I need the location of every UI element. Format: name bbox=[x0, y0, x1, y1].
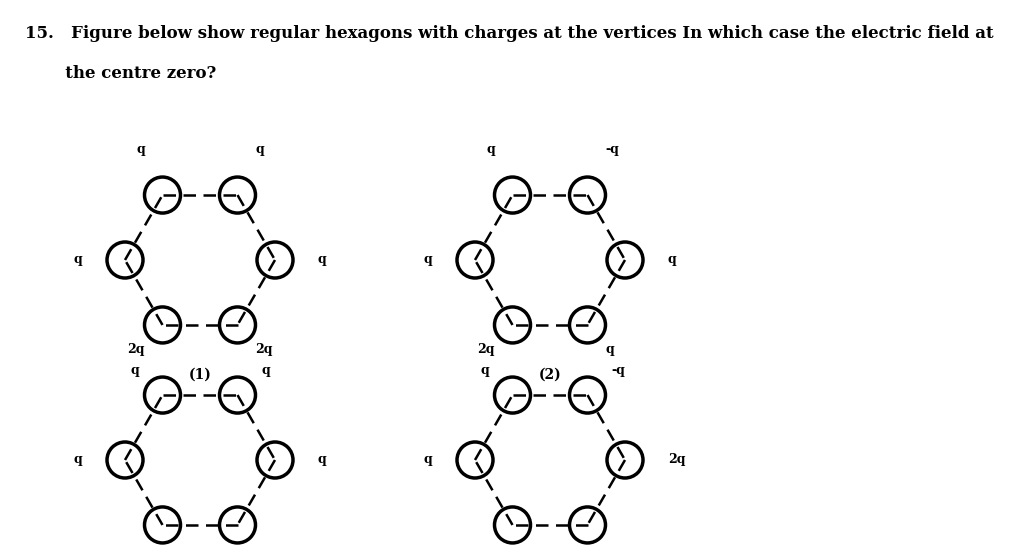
Text: (1): (1) bbox=[188, 368, 211, 382]
Text: q: q bbox=[255, 143, 264, 156]
Text: q: q bbox=[74, 254, 82, 267]
Text: 2q: 2q bbox=[477, 343, 495, 356]
Text: 15.   Figure below show regular hexagons with charges at the vertices In which c: 15. Figure below show regular hexagons w… bbox=[25, 25, 993, 42]
Text: q: q bbox=[130, 364, 139, 377]
Text: 2q: 2q bbox=[255, 343, 272, 356]
Text: q: q bbox=[318, 454, 327, 466]
Text: q: q bbox=[74, 454, 82, 466]
Text: (2): (2) bbox=[539, 368, 561, 382]
Text: q: q bbox=[261, 364, 269, 377]
Text: 2q: 2q bbox=[668, 454, 685, 466]
Text: q: q bbox=[318, 254, 327, 267]
Text: the centre zero?: the centre zero? bbox=[25, 65, 216, 82]
Text: q: q bbox=[668, 254, 677, 267]
Text: q: q bbox=[486, 143, 495, 156]
Text: q: q bbox=[423, 454, 432, 466]
Text: q: q bbox=[480, 364, 489, 377]
Text: -q: -q bbox=[605, 143, 618, 156]
Text: q: q bbox=[605, 343, 613, 356]
Text: -q: -q bbox=[611, 364, 625, 377]
Text: q: q bbox=[423, 254, 432, 267]
Text: q: q bbox=[136, 143, 145, 156]
Text: 2q: 2q bbox=[128, 343, 145, 356]
